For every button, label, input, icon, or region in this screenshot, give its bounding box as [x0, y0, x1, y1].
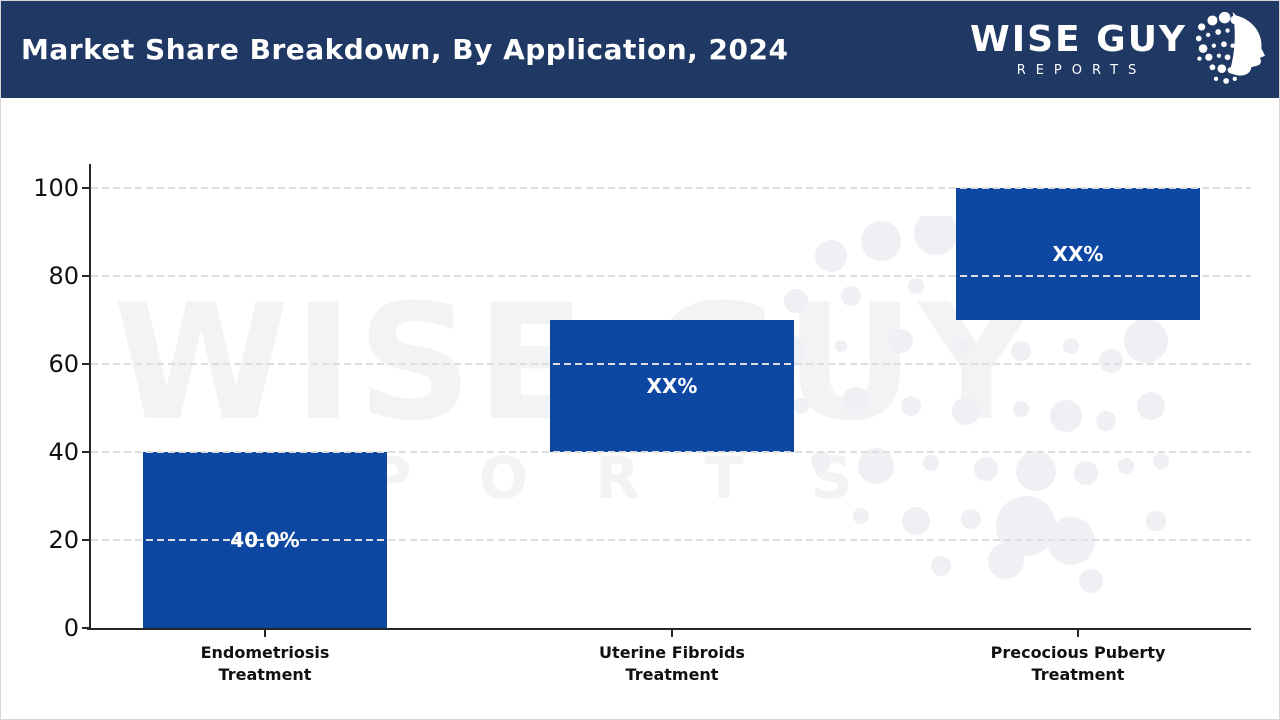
x-axis-tick-1 [264, 630, 266, 637]
gridline-20 [91, 539, 1251, 541]
bar-value-label: XX% [646, 374, 698, 398]
x-axis-tick-2 [671, 630, 673, 637]
bar-value-label: XX% [1052, 242, 1104, 266]
logo-subtext: REPORTS [1016, 63, 1147, 78]
gridline-80 [91, 275, 1251, 277]
header: Market Share Breakdown, By Application, … [1, 1, 1279, 98]
y-axis-tick-60 [82, 363, 89, 365]
gridline-60 [91, 363, 1251, 365]
y-axis-tick-100 [82, 187, 89, 189]
y-tick-label-60: 60 [48, 350, 79, 378]
x-category-label-3: Precocious Puberty Treatment [990, 643, 1166, 684]
logo-text: WISE GUY REPORTS [969, 19, 1187, 78]
x-category-label-2: Uterine Fibroids Treatment [599, 643, 745, 684]
chart-title: Market Share Breakdown, By Application, … [21, 33, 789, 66]
y-tick-label-100: 100 [33, 174, 79, 202]
dotted-head-icon [1195, 11, 1265, 84]
y-tick-label-80: 80 [48, 262, 79, 290]
y-axis-tick-20 [82, 539, 89, 541]
gridline-100 [91, 187, 1251, 189]
y-axis [89, 164, 91, 630]
y-axis-tick-40 [82, 451, 89, 453]
bar-value-label: 40.0% [230, 528, 300, 552]
wise-guy-reports-logo: WISE GUY REPORTS [970, 1, 1265, 98]
y-axis-tick-0 [82, 627, 89, 629]
y-tick-label-0: 0 [63, 614, 79, 642]
logo-wordmark: WISE GUY [969, 19, 1187, 60]
y-tick-label-40: 40 [48, 438, 79, 466]
y-tick-label-20: 20 [48, 526, 79, 554]
bar-uterine-fibroids-treatment [550, 320, 794, 452]
x-axis [87, 628, 1251, 630]
x-axis-tick-3 [1077, 630, 1079, 637]
y-axis-tick-80 [82, 275, 89, 277]
bar-precocious-puberty-treatment [956, 188, 1200, 320]
x-category-label-1: Endometriosis Treatment [200, 643, 330, 684]
gridline-40 [91, 451, 1251, 453]
